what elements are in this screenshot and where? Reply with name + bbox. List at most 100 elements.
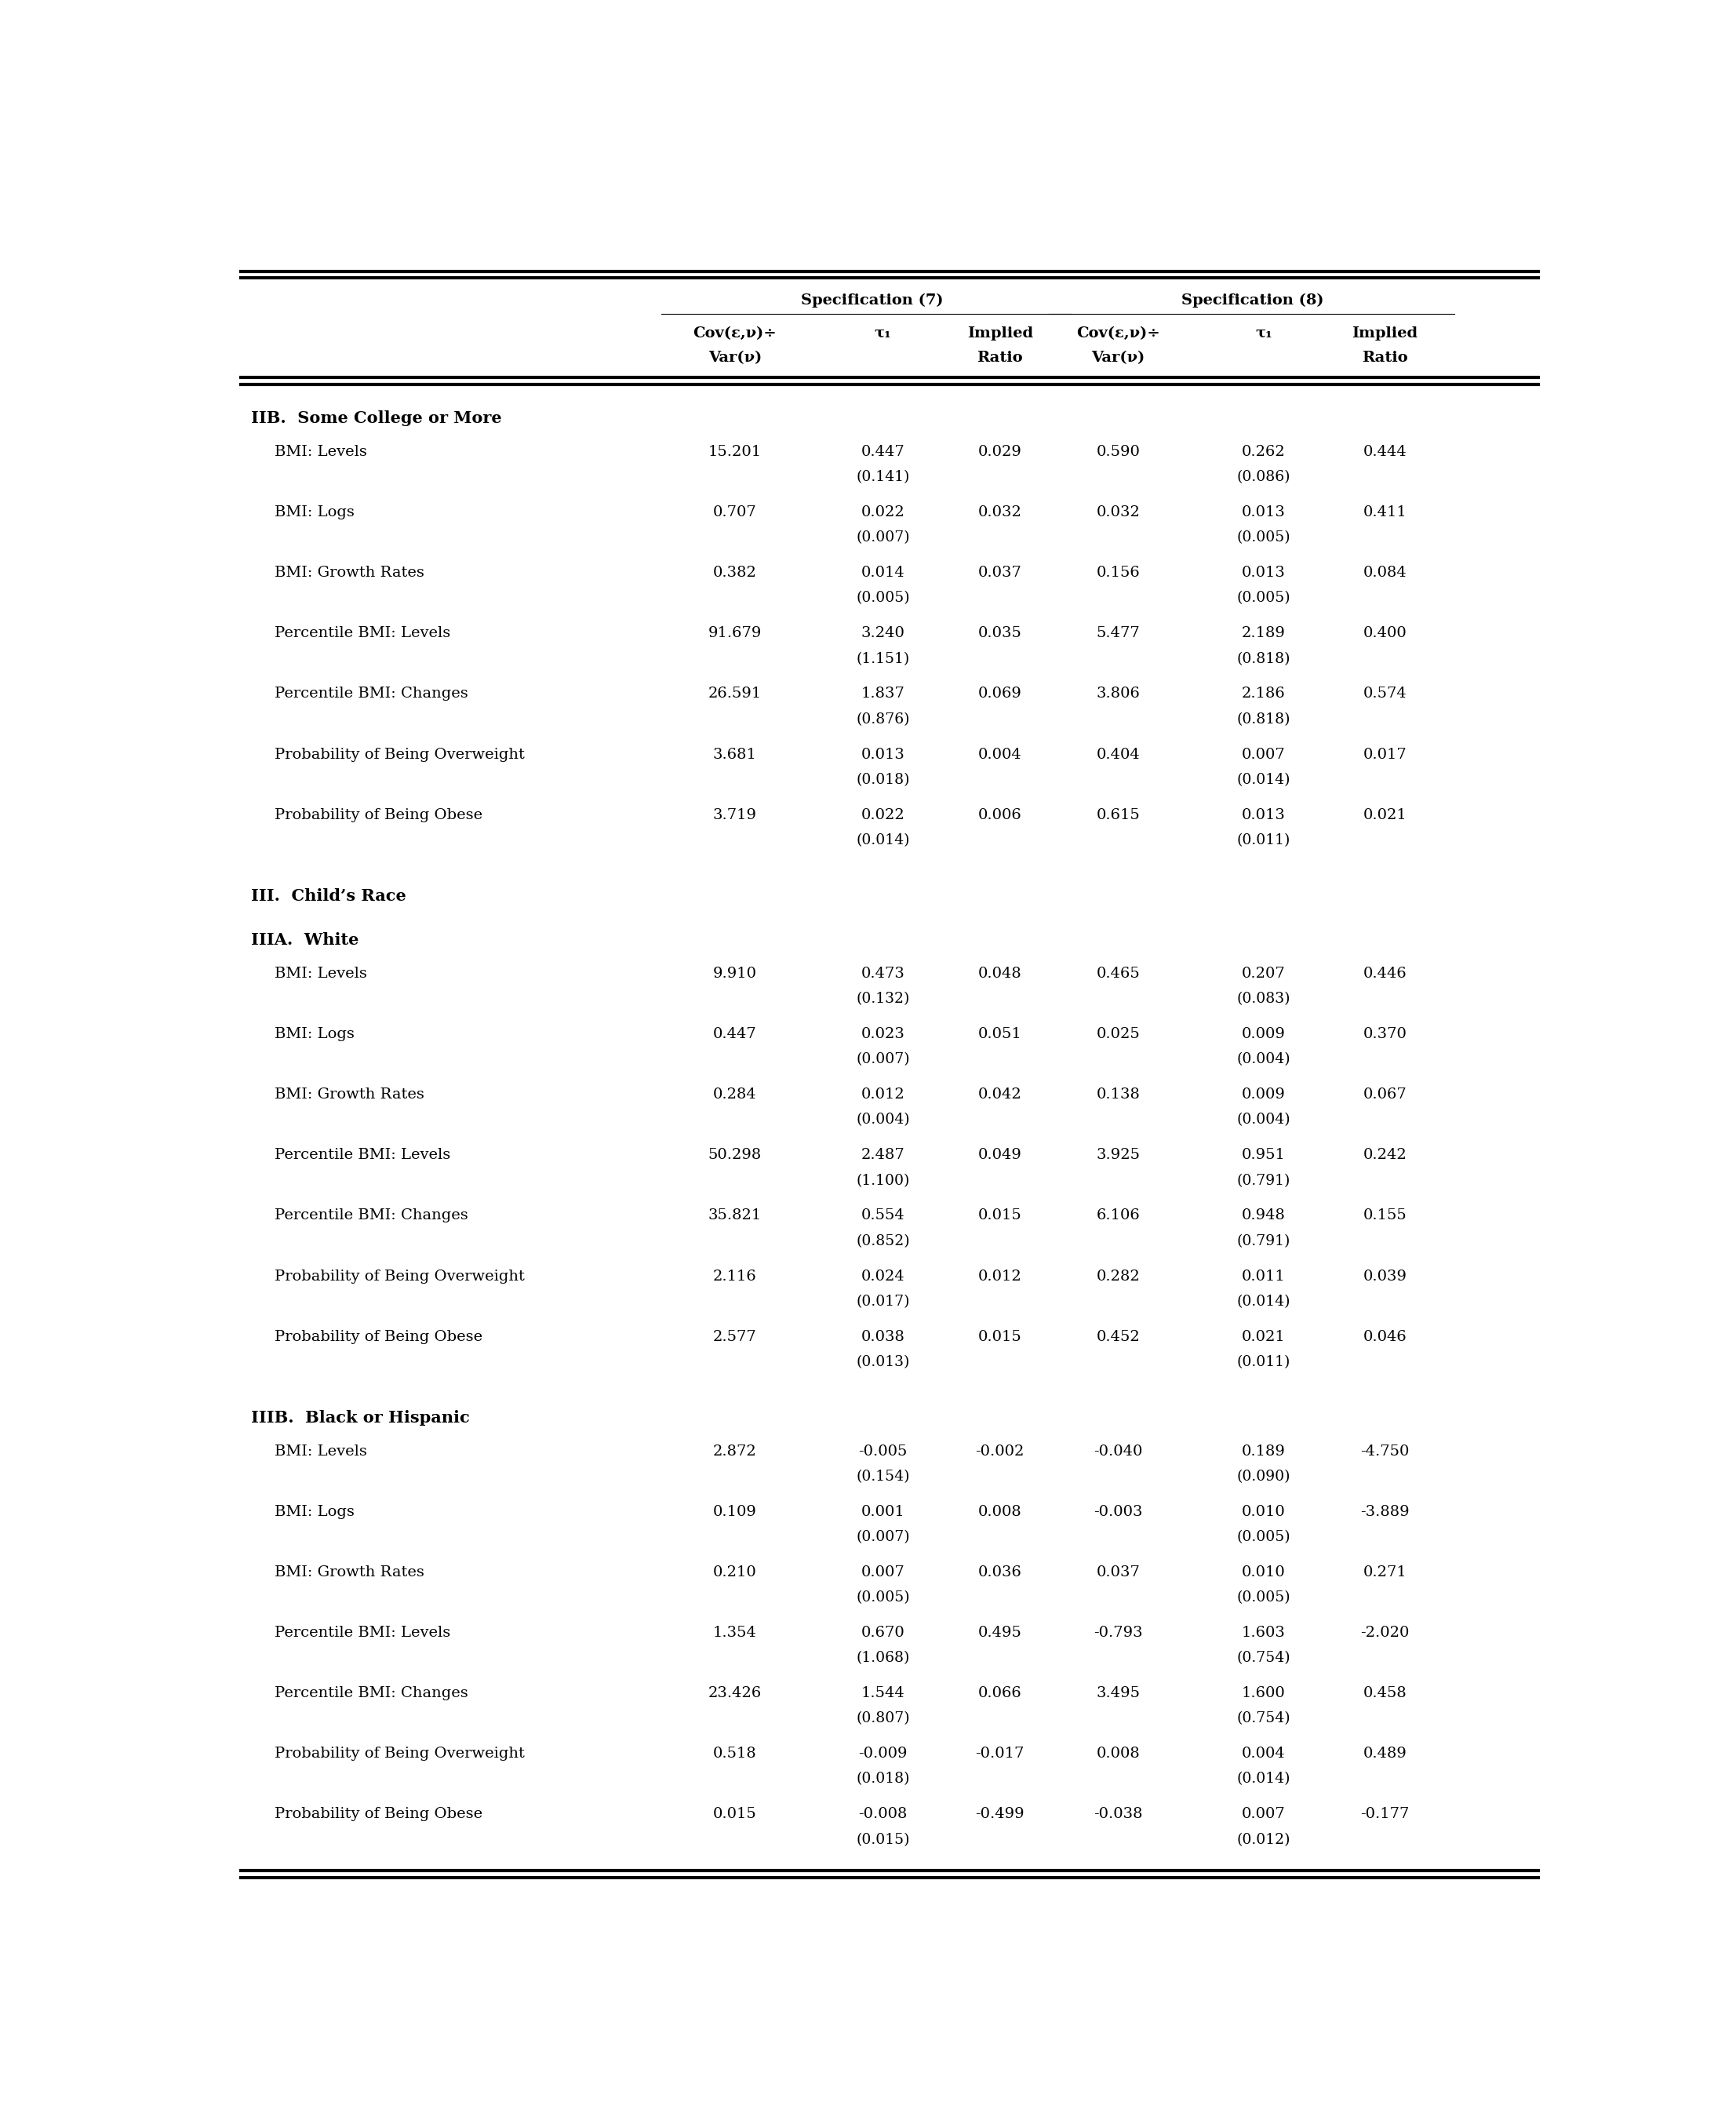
Text: (0.083): (0.083) <box>1236 992 1290 1007</box>
Text: 0.029: 0.029 <box>977 444 1023 459</box>
Text: 0.447: 0.447 <box>713 1028 757 1041</box>
Text: (0.154): (0.154) <box>856 1470 910 1485</box>
Text: -0.793: -0.793 <box>1094 1625 1142 1640</box>
Text: Specification (8): Specification (8) <box>1182 293 1325 308</box>
Text: 2.577: 2.577 <box>713 1330 757 1344</box>
Text: -0.177: -0.177 <box>1361 1808 1410 1822</box>
Text: BMI: Growth Rates: BMI: Growth Rates <box>274 1087 425 1102</box>
Text: 0.382: 0.382 <box>713 565 757 580</box>
Text: BMI: Growth Rates: BMI: Growth Rates <box>274 565 425 580</box>
Text: 1.603: 1.603 <box>1241 1625 1286 1640</box>
Text: 0.038: 0.038 <box>861 1330 904 1344</box>
Text: 0.707: 0.707 <box>713 506 757 520</box>
Text: (0.004): (0.004) <box>856 1113 910 1128</box>
Text: (0.014): (0.014) <box>1236 773 1290 786</box>
Text: 0.011: 0.011 <box>1241 1270 1286 1283</box>
Text: (0.791): (0.791) <box>1238 1172 1290 1187</box>
Text: 5.477: 5.477 <box>1097 627 1141 641</box>
Text: Probability of Being Obese: Probability of Being Obese <box>274 1330 483 1344</box>
Text: (0.852): (0.852) <box>856 1234 910 1249</box>
Text: 15.201: 15.201 <box>708 444 762 459</box>
Text: 0.007: 0.007 <box>1241 748 1286 763</box>
Text: 0.008: 0.008 <box>1097 1746 1141 1761</box>
Text: 0.948: 0.948 <box>1241 1209 1286 1223</box>
Text: 0.024: 0.024 <box>861 1270 904 1283</box>
Text: 0.518: 0.518 <box>713 1746 757 1761</box>
Text: (0.090): (0.090) <box>1236 1470 1290 1485</box>
Text: (0.013): (0.013) <box>856 1355 910 1370</box>
Text: 0.590: 0.590 <box>1097 444 1141 459</box>
Text: (0.005): (0.005) <box>856 1591 910 1604</box>
Text: (0.007): (0.007) <box>856 1054 910 1066</box>
Text: 0.037: 0.037 <box>977 565 1023 580</box>
Text: 0.473: 0.473 <box>861 966 904 981</box>
Text: 0.262: 0.262 <box>1241 444 1286 459</box>
Text: 0.411: 0.411 <box>1363 506 1406 520</box>
Text: 0.207: 0.207 <box>1241 966 1286 981</box>
Text: 0.025: 0.025 <box>1097 1028 1141 1041</box>
Text: 0.004: 0.004 <box>1241 1746 1286 1761</box>
Text: (1.068): (1.068) <box>856 1650 910 1665</box>
Text: 0.001: 0.001 <box>861 1504 904 1519</box>
Text: (0.018): (0.018) <box>856 1771 910 1786</box>
Text: BMI: Levels: BMI: Levels <box>274 966 368 981</box>
Text: 3.681: 3.681 <box>713 748 757 763</box>
Text: 2.116: 2.116 <box>713 1270 757 1283</box>
Text: 0.014: 0.014 <box>861 565 904 580</box>
Text: 0.008: 0.008 <box>977 1504 1023 1519</box>
Text: 0.023: 0.023 <box>861 1028 904 1041</box>
Text: 0.010: 0.010 <box>1241 1504 1286 1519</box>
Text: 3.925: 3.925 <box>1097 1149 1141 1162</box>
Text: 35.821: 35.821 <box>708 1209 762 1223</box>
Text: 50.298: 50.298 <box>708 1149 762 1162</box>
Text: (0.011): (0.011) <box>1238 1355 1290 1370</box>
Text: Ratio: Ratio <box>977 350 1023 365</box>
Text: (0.007): (0.007) <box>856 531 910 546</box>
Text: 0.138: 0.138 <box>1097 1087 1141 1102</box>
Text: (0.014): (0.014) <box>1236 1771 1290 1786</box>
Text: BMI: Logs: BMI: Logs <box>274 1028 354 1041</box>
Text: Cov(ε,ν)÷: Cov(ε,ν)÷ <box>1076 327 1160 340</box>
Text: 2.189: 2.189 <box>1241 627 1286 641</box>
Text: 0.370: 0.370 <box>1363 1028 1406 1041</box>
Text: 0.006: 0.006 <box>977 807 1023 822</box>
Text: 0.271: 0.271 <box>1363 1565 1406 1580</box>
Text: 1.600: 1.600 <box>1241 1686 1286 1701</box>
Text: 0.009: 0.009 <box>1241 1087 1286 1102</box>
Text: (0.005): (0.005) <box>1236 1529 1290 1544</box>
Text: 0.007: 0.007 <box>1241 1808 1286 1822</box>
Text: 0.489: 0.489 <box>1363 1746 1406 1761</box>
Text: (0.005): (0.005) <box>1236 1591 1290 1604</box>
Text: 0.446: 0.446 <box>1363 966 1406 981</box>
Text: Percentile BMI: Changes: Percentile BMI: Changes <box>274 1209 469 1223</box>
Text: 0.032: 0.032 <box>977 506 1023 520</box>
Text: Percentile BMI: Levels: Percentile BMI: Levels <box>274 1149 451 1162</box>
Text: (0.005): (0.005) <box>1236 531 1290 546</box>
Text: 0.156: 0.156 <box>1097 565 1141 580</box>
Text: 0.465: 0.465 <box>1097 966 1141 981</box>
Text: 0.039: 0.039 <box>1363 1270 1406 1283</box>
Text: τ₁: τ₁ <box>875 327 892 340</box>
Text: 0.400: 0.400 <box>1363 627 1406 641</box>
Text: 0.067: 0.067 <box>1363 1087 1406 1102</box>
Text: (0.018): (0.018) <box>856 773 910 786</box>
Text: IIIA.  White: IIIA. White <box>250 932 358 947</box>
Text: 0.037: 0.037 <box>1097 1565 1141 1580</box>
Text: 0.015: 0.015 <box>977 1330 1023 1344</box>
Text: 0.069: 0.069 <box>977 686 1023 701</box>
Text: 0.013: 0.013 <box>1241 807 1286 822</box>
Text: (0.005): (0.005) <box>1236 590 1290 605</box>
Text: -0.040: -0.040 <box>1094 1444 1142 1459</box>
Text: (0.141): (0.141) <box>856 469 910 484</box>
Text: Probability of Being Overweight: Probability of Being Overweight <box>274 1746 524 1761</box>
Text: Probability of Being Obese: Probability of Being Obese <box>274 807 483 822</box>
Text: 0.155: 0.155 <box>1363 1209 1406 1223</box>
Text: Percentile BMI: Levels: Percentile BMI: Levels <box>274 1625 451 1640</box>
Text: (1.100): (1.100) <box>856 1172 910 1187</box>
Text: 2.872: 2.872 <box>713 1444 757 1459</box>
Text: IIIB.  Black or Hispanic: IIIB. Black or Hispanic <box>250 1410 469 1425</box>
Text: (0.004): (0.004) <box>1236 1113 1290 1128</box>
Text: Probability of Being Obese: Probability of Being Obese <box>274 1808 483 1822</box>
Text: 0.282: 0.282 <box>1097 1270 1141 1283</box>
Text: (0.011): (0.011) <box>1238 833 1290 847</box>
